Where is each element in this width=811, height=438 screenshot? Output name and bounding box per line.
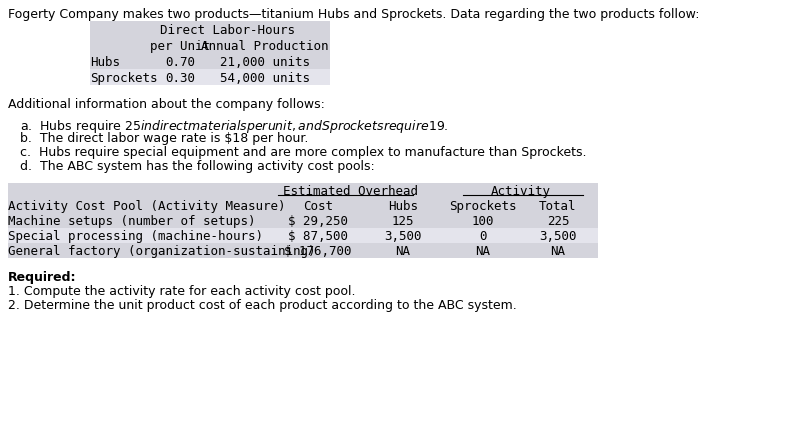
Text: 21,000 units: 21,000 units <box>220 56 310 69</box>
Text: $ 29,250: $ 29,250 <box>288 215 348 227</box>
Text: Activity Cost Pool (Activity Measure): Activity Cost Pool (Activity Measure) <box>8 200 285 212</box>
Text: Special processing (machine-hours): Special processing (machine-hours) <box>8 230 263 243</box>
Text: 125: 125 <box>391 215 414 227</box>
Text: d.  The ABC system has the following activity cost pools:: d. The ABC system has the following acti… <box>20 159 375 173</box>
Bar <box>8 229 597 244</box>
Text: 100: 100 <box>471 215 494 227</box>
Text: Cost: Cost <box>303 200 333 212</box>
Text: 3,500: 3,500 <box>384 230 421 243</box>
Bar <box>8 244 597 258</box>
Text: Hubs: Hubs <box>90 56 120 69</box>
Text: Additional information about the company follows:: Additional information about the company… <box>8 98 324 111</box>
Text: 54,000 units: 54,000 units <box>220 72 310 85</box>
Bar <box>8 213 597 229</box>
Text: Hubs: Hubs <box>388 200 418 212</box>
Bar <box>90 70 329 86</box>
Text: Fogerty Company makes two products—titanium Hubs and Sprockets. Data regarding t: Fogerty Company makes two products—titan… <box>8 8 698 21</box>
Text: Activity: Activity <box>490 184 550 198</box>
Bar <box>90 22 329 54</box>
Text: NA: NA <box>475 244 490 258</box>
Text: 0: 0 <box>478 230 486 243</box>
Text: Estimated Overhead: Estimated Overhead <box>283 184 418 198</box>
Bar <box>90 54 329 70</box>
Text: $ 176,700: $ 176,700 <box>284 244 351 258</box>
Text: $ 87,500: $ 87,500 <box>288 230 348 243</box>
Text: Machine setups (number of setups): Machine setups (number of setups) <box>8 215 255 227</box>
Text: Required:: Required: <box>8 270 76 283</box>
Text: 3,500: 3,500 <box>539 230 576 243</box>
Text: Direct Labor-Hours: Direct Labor-Hours <box>160 24 294 37</box>
Bar <box>8 184 597 213</box>
Text: Sprockets: Sprockets <box>448 200 516 212</box>
Text: Annual Production: Annual Production <box>201 40 328 53</box>
Text: 0.70: 0.70 <box>165 56 195 69</box>
Text: 2. Determine the unit product cost of each product according to the ABC system.: 2. Determine the unit product cost of ea… <box>8 298 516 311</box>
Text: 1. Compute the activity rate for each activity cost pool.: 1. Compute the activity rate for each ac… <box>8 284 355 297</box>
Text: b.  The direct labor wage rate is $18 per hour.: b. The direct labor wage rate is $18 per… <box>20 132 308 145</box>
Text: General factory (organization-sustaining): General factory (organization-sustaining… <box>8 244 315 258</box>
Text: Total: Total <box>539 200 576 212</box>
Text: a.  Hubs require $25 in direct materials per unit, and Sprockets require $19.: a. Hubs require $25 in direct materials … <box>20 118 448 135</box>
Text: per Unit: per Unit <box>150 40 210 53</box>
Text: c.  Hubs require special equipment and are more complex to manufacture than Spro: c. Hubs require special equipment and ar… <box>20 146 586 159</box>
Text: NA: NA <box>395 244 410 258</box>
Text: 0.30: 0.30 <box>165 72 195 85</box>
Text: 225: 225 <box>546 215 569 227</box>
Text: Sprockets: Sprockets <box>90 72 157 85</box>
Text: NA: NA <box>550 244 564 258</box>
